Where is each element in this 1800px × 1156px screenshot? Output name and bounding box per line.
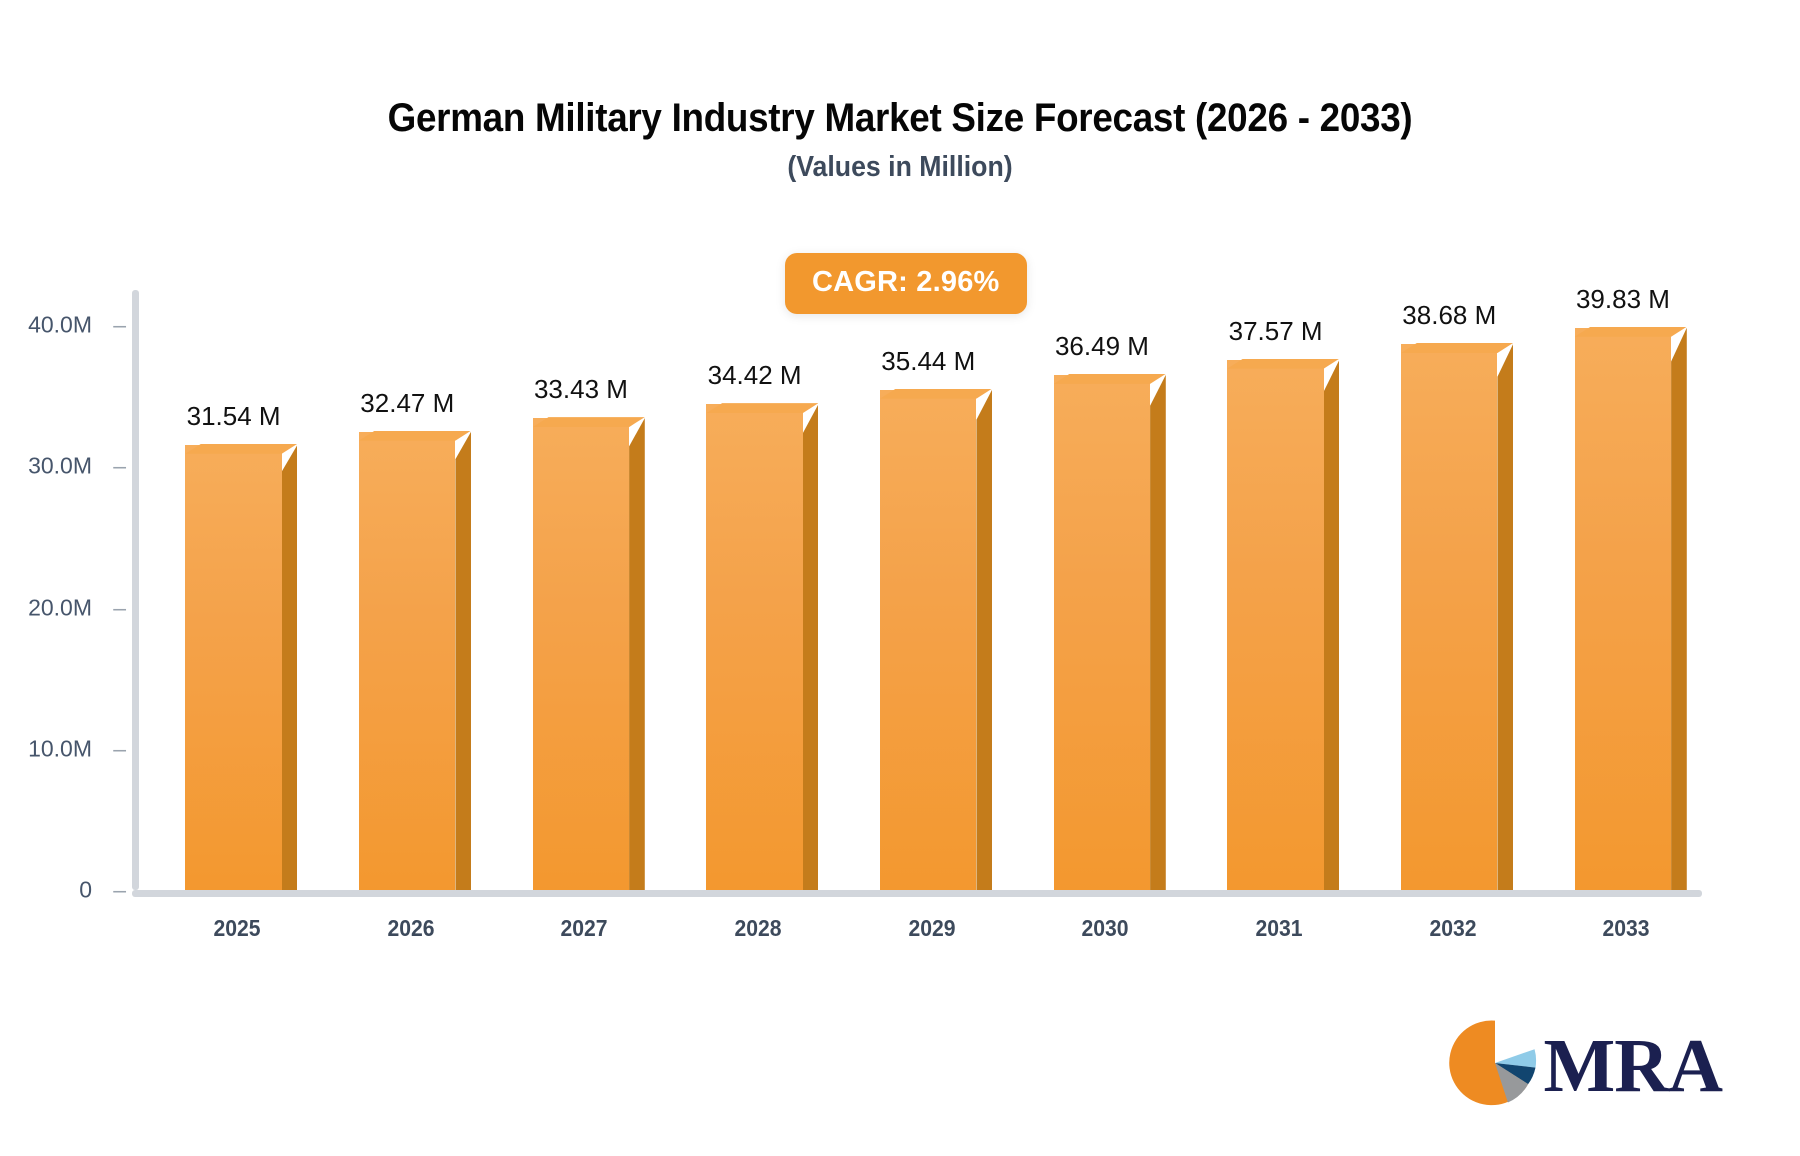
bar-side-face: [281, 444, 298, 890]
bar-value-label: 33.43 M: [533, 374, 628, 405]
bar-side-face: [1497, 343, 1514, 890]
x-axis-label-2028: 2028: [734, 915, 782, 941]
bar-value-label: 36.49 M: [1054, 330, 1149, 361]
y-axis-tick: 0–: [0, 877, 126, 904]
bar-value-label: 35.44 M: [881, 345, 976, 376]
bar-2027[interactable]: [532, 290, 645, 890]
bar-top-face: [359, 430, 472, 441]
bar-2025[interactable]: [185, 290, 298, 890]
pie-chart-icon: [1449, 1017, 1541, 1114]
bar-side-face: [1671, 327, 1687, 890]
bar-top-face: [1401, 342, 1514, 353]
bar-value-label: 37.57 M: [1228, 315, 1323, 346]
y-axis-tick-mark: –: [113, 452, 126, 479]
bar-side-face: [976, 389, 993, 890]
bar-top-face: [1053, 373, 1166, 384]
bar-side-face: [455, 431, 472, 890]
title-block: German Military Industry Market Size For…: [0, 96, 1800, 184]
x-axis-label-2032: 2032: [1429, 915, 1477, 941]
bar-2029[interactable]: [880, 290, 993, 890]
x-axis-label-2031: 2031: [1255, 915, 1303, 941]
y-axis-label-text: 20.0M: [28, 594, 92, 621]
y-axis-tick-mark: –: [113, 876, 126, 903]
x-axis-label-2027: 2027: [560, 915, 608, 941]
bar-side-face: [802, 404, 819, 890]
bar-front-face: [1574, 327, 1672, 890]
y-axis-label-text: 10.0M: [28, 735, 92, 762]
chart-subtitle: (Values in Million): [787, 151, 1013, 183]
bar-2028[interactable]: [706, 290, 819, 890]
bar-front-face: [706, 404, 803, 890]
x-axis-label-2025: 2025: [213, 915, 261, 941]
x-axis-label-2030: 2030: [1081, 915, 1129, 941]
bar-value-label: 32.47 M: [360, 387, 455, 418]
y-axis-tick-mark: –: [113, 735, 126, 762]
bar-value-label: 34.42 M: [707, 360, 802, 391]
bar-top-face: [706, 403, 819, 414]
mra-logo: MRA: [1449, 1017, 1723, 1114]
bar-value-label: 38.68 M: [1402, 299, 1497, 330]
x-axis-line: [132, 890, 1702, 897]
bar-front-face: [1401, 343, 1498, 890]
bar-side-face: [1323, 359, 1340, 890]
logo-text: MRA: [1543, 1023, 1723, 1108]
bar-top-face: [532, 417, 645, 428]
bar-top-face: [185, 443, 298, 454]
y-axis-tick-mark: –: [113, 594, 126, 621]
y-axis-tick: 40.0M –: [0, 312, 126, 339]
x-axis-label-2029: 2029: [908, 915, 956, 941]
plot-area: [132, 290, 1702, 897]
bar-2033[interactable]: [1574, 290, 1687, 890]
x-axis-label-2033: 2033: [1602, 915, 1650, 941]
cagr-badge: CAGR: 2.96%: [785, 253, 1027, 314]
bar-front-face: [1053, 374, 1151, 890]
bar-top-face: [880, 388, 993, 399]
y-axis-label-text: 40.0M: [28, 311, 92, 338]
bar-2030[interactable]: [1053, 290, 1166, 890]
x-axis-label-2026: 2026: [387, 915, 435, 941]
bar-side-face: [1150, 374, 1166, 890]
bar-value-label: 39.83 M: [1575, 283, 1670, 314]
bar-2032[interactable]: [1401, 290, 1514, 890]
bar-front-face: [359, 431, 456, 890]
y-axis-line: [132, 290, 139, 890]
y-axis-label-text: 30.0M: [28, 452, 92, 479]
bar-side-face: [629, 418, 645, 890]
page-title: German Military Industry Market Size For…: [387, 96, 1413, 140]
y-axis-tick-mark: –: [113, 311, 126, 338]
bar-top-face: [1227, 358, 1340, 369]
bar-front-face: [880, 389, 977, 890]
bar-2026[interactable]: [359, 290, 472, 890]
bar-front-face: [532, 418, 630, 890]
bar-top-face: [1574, 326, 1687, 337]
bar-front-face: [185, 444, 282, 890]
bar-value-label: 31.54 M: [186, 400, 281, 431]
y-axis-tick: 10.0M –: [0, 735, 126, 762]
bar-front-face: [1227, 359, 1324, 890]
y-axis-label-text: 0: [79, 876, 92, 903]
y-axis-tick: 30.0M –: [0, 453, 126, 480]
bar-2031[interactable]: [1227, 290, 1340, 890]
y-axis-tick: 20.0M –: [0, 594, 126, 621]
bar-series: [139, 290, 1702, 890]
